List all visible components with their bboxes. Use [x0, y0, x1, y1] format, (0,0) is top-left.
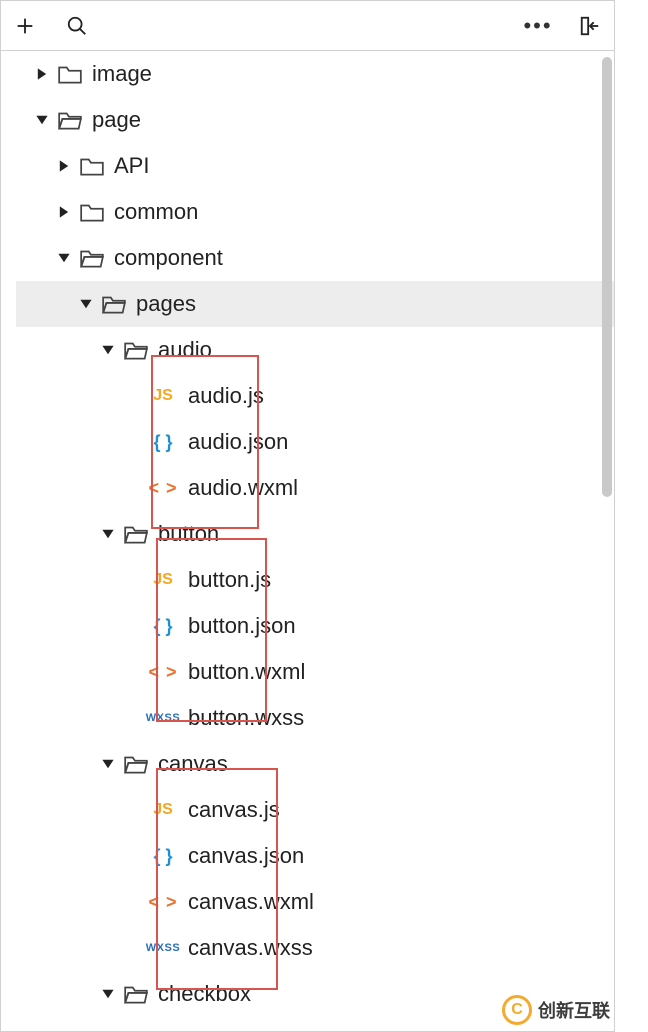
tree-label: button.json [188, 613, 296, 639]
folder-open-icon [122, 983, 150, 1005]
tree-label: button.js [188, 567, 271, 593]
scrollbar[interactable] [602, 57, 612, 1017]
toolbar: ••• [1, 1, 614, 51]
watermark: C 创新互联 [502, 995, 610, 1025]
more-icon[interactable]: ••• [526, 14, 550, 38]
chevron-right-icon [56, 159, 72, 173]
folder-icon [56, 63, 84, 85]
tree-label: API [114, 153, 149, 179]
tree-folder-pages[interactable]: pages [16, 281, 614, 327]
tree-label: button.wxss [188, 705, 304, 731]
tree-label: component [114, 245, 223, 271]
tree-folder-button[interactable]: button [16, 511, 614, 557]
tree-label: audio.js [188, 383, 264, 409]
watermark-icon: C [502, 995, 532, 1025]
tree-file-button-js[interactable]: JS button.js [16, 557, 614, 603]
folder-icon [78, 155, 106, 177]
search-icon[interactable] [65, 14, 89, 38]
file-explorer-panel: ••• image page A [0, 0, 615, 1032]
tree-file-canvas-wxss[interactable]: WXSS canvas.wxss [16, 925, 614, 971]
tree-folder-image[interactable]: image [16, 51, 614, 97]
js-icon: JS [146, 571, 180, 589]
chevron-down-icon [100, 757, 116, 771]
tree-label: image [92, 61, 152, 87]
tree-label: button [158, 521, 219, 547]
tree-label: audio [158, 337, 212, 363]
folder-open-icon [78, 247, 106, 269]
folder-open-icon [56, 109, 84, 131]
tree-label: canvas.json [188, 843, 304, 869]
chevron-down-icon [34, 113, 50, 127]
file-tree: image page API common [16, 51, 614, 1031]
chevron-down-icon [56, 251, 72, 265]
folder-icon [78, 201, 106, 223]
tree-file-button-json[interactable]: { } button.json [16, 603, 614, 649]
tree-label: audio.json [188, 429, 288, 455]
tree-folder-canvas[interactable]: canvas [16, 741, 614, 787]
folder-open-icon [122, 339, 150, 361]
folder-open-icon [100, 293, 128, 315]
scrollbar-thumb[interactable] [602, 57, 612, 497]
tree-label: audio.wxml [188, 475, 298, 501]
chevron-down-icon [78, 297, 94, 311]
tree-file-audio-wxml[interactable]: < > audio.wxml [16, 465, 614, 511]
chevron-down-icon [100, 987, 116, 1001]
collapse-panel-icon[interactable] [578, 14, 602, 38]
tree-label: canvas.js [188, 797, 280, 823]
tree-file-button-wxss[interactable]: WXSS button.wxss [16, 695, 614, 741]
add-icon[interactable] [13, 14, 37, 38]
tree-file-canvas-json[interactable]: { } canvas.json [16, 833, 614, 879]
tree-folder-common[interactable]: common [16, 189, 614, 235]
js-icon: JS [146, 801, 180, 819]
tree-file-canvas-js[interactable]: JS canvas.js [16, 787, 614, 833]
chevron-down-icon [100, 343, 116, 357]
tree-label: canvas.wxml [188, 889, 314, 915]
folder-open-icon [122, 753, 150, 775]
wxml-icon: < > [146, 662, 180, 683]
tree-file-button-wxml[interactable]: < > button.wxml [16, 649, 614, 695]
tree-label: canvas [158, 751, 228, 777]
tree-label: page [92, 107, 141, 133]
tree-label: pages [136, 291, 196, 317]
tree-label: canvas.wxss [188, 935, 313, 961]
tree-label: button.wxml [188, 659, 305, 685]
tree-file-audio-json[interactable]: { } audio.json [16, 419, 614, 465]
tree-label: checkbox [158, 981, 251, 1007]
tree-file-audio-js[interactable]: JS audio.js [16, 373, 614, 419]
wxml-icon: < > [146, 478, 180, 499]
json-icon: { } [146, 616, 180, 637]
watermark-text: 创新互联 [538, 997, 610, 1023]
json-icon: { } [146, 432, 180, 453]
chevron-right-icon [34, 67, 50, 81]
wxml-icon: < > [146, 892, 180, 913]
tree-file-canvas-wxml[interactable]: < > canvas.wxml [16, 879, 614, 925]
wxss-icon: WXSS [146, 712, 180, 724]
tree-folder-component[interactable]: component [16, 235, 614, 281]
tree-folder-page[interactable]: page [16, 97, 614, 143]
wxss-icon: WXSS [146, 942, 180, 954]
chevron-right-icon [56, 205, 72, 219]
tree-folder-audio[interactable]: audio [16, 327, 614, 373]
folder-open-icon [122, 523, 150, 545]
json-icon: { } [146, 846, 180, 867]
chevron-down-icon [100, 527, 116, 541]
js-icon: JS [146, 387, 180, 405]
tree-folder-api[interactable]: API [16, 143, 614, 189]
tree-label: common [114, 199, 198, 225]
